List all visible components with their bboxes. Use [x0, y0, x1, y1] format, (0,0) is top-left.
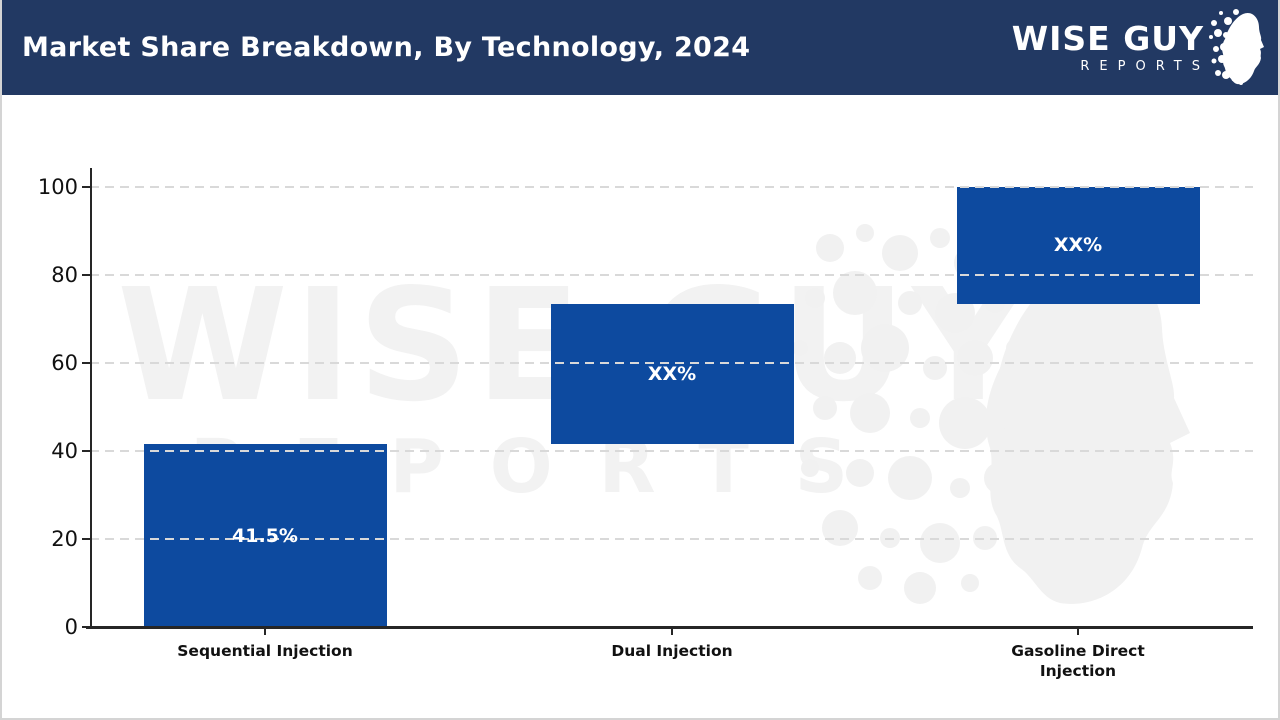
x-axis-category-label: Dual Injection: [611, 642, 733, 660]
y-tick-mark: [82, 362, 90, 364]
y-axis-tick-label: 0: [64, 615, 78, 639]
y-gridline: [90, 362, 1253, 364]
bar-segment: [143, 444, 387, 627]
x-axis-category-label: Gasoline Direct Injection: [1011, 642, 1145, 680]
x-tick-mark: [1077, 627, 1079, 635]
bar-value-label: 41.5%: [232, 524, 298, 547]
x-axis-line: [86, 626, 1253, 629]
y-axis-tick-label: 60: [51, 351, 78, 375]
y-gridline: [90, 450, 1253, 452]
header-bar: Market Share Breakdown, By Technology, 2…: [2, 0, 1278, 95]
y-axis-tick-label: 100: [37, 175, 78, 199]
x-tick-mark: [671, 627, 673, 635]
bar-value-label: XX%: [647, 363, 697, 385]
y-tick-mark: [82, 450, 90, 452]
y-axis-line: [90, 168, 92, 628]
watermark-face-icon: [792, 224, 1190, 604]
bar-value-label: XX%: [1053, 234, 1103, 257]
x-axis-category-label: Sequential Injection: [177, 642, 353, 660]
wiseguy-logo: WISE GUY REPORTS: [1012, 5, 1264, 91]
y-tick-mark: [82, 274, 90, 276]
y-axis-tick-label: 40: [51, 439, 78, 463]
chart-title: Market Share Breakdown, By Technology, 2…: [22, 32, 751, 63]
y-gridline: [90, 186, 1253, 188]
y-tick-mark: [82, 626, 90, 628]
y-gridline: [90, 274, 1253, 276]
y-tick-mark: [82, 186, 90, 188]
y-gridline: [90, 538, 1253, 540]
bar-segment: [956, 187, 1200, 304]
logo-subtitle: REPORTS: [1080, 59, 1210, 74]
logo-face-icon: [1209, 8, 1264, 85]
logo-wordmark: WISE GUY: [1011, 19, 1204, 58]
y-axis-tick-label: 80: [51, 263, 78, 287]
y-tick-mark: [82, 538, 90, 540]
y-axis-tick-label: 20: [51, 527, 78, 551]
x-tick-mark: [264, 627, 266, 635]
bar-segment: [550, 303, 794, 445]
